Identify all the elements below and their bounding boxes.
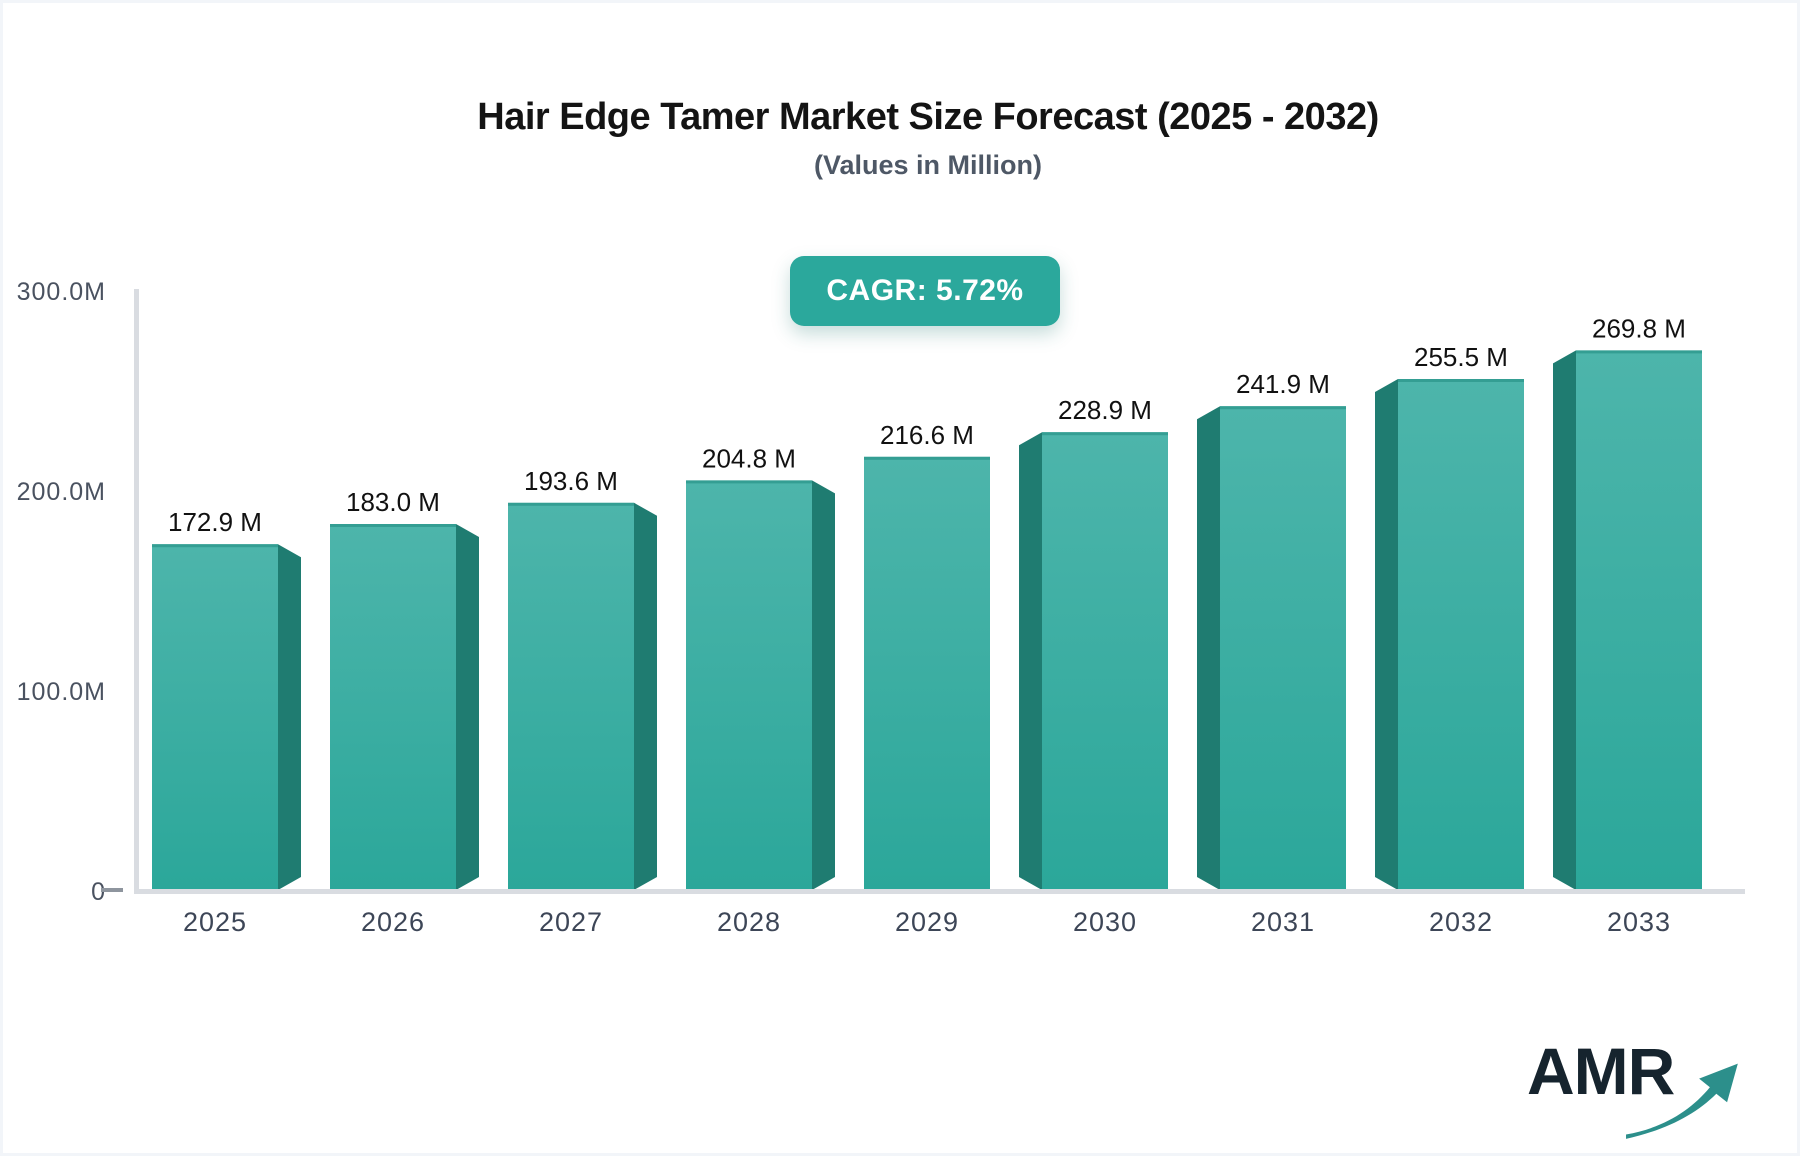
x-tick-label-2028: 2028 — [717, 907, 781, 937]
bar-group-2025: 172.9 M 2025 — [152, 507, 301, 937]
bar-top-edge — [686, 480, 812, 484]
bar-group-2030: 228.9 M 2030 — [1019, 395, 1168, 937]
bar-group-2027: 193.6 M 2027 — [508, 466, 657, 937]
chart-title: Hair Edge Tamer Market Size Forecast (20… — [477, 96, 1379, 138]
bar-value-label-2027: 193.6 M — [524, 466, 618, 496]
bar-chart: 300.0M 200.0M 100.0M 0 172.9 M 2025 183.0 M 202… — [17, 278, 1745, 937]
x-tick-label-2032: 2032 — [1429, 907, 1493, 937]
y-tick-label-100: 100.0M — [17, 678, 106, 706]
bar-value-label-2030: 228.9 M — [1058, 395, 1152, 425]
bar-2025[interactable] — [152, 544, 278, 890]
bar-side-face — [1197, 406, 1220, 890]
bar-group-2033: 269.8 M 2033 — [1553, 313, 1702, 937]
cagr-badge-label: CAGR: 5.72% — [826, 274, 1024, 307]
y-tick-label-200: 200.0M — [17, 478, 106, 506]
bar-top-edge — [330, 524, 456, 527]
x-tick-label-2029: 2029 — [895, 907, 959, 937]
bar-2028[interactable] — [686, 480, 812, 890]
bar-2029[interactable] — [864, 456, 990, 890]
bar-side-face — [634, 502, 657, 890]
bar-group-2029: 216.6 M 2029 — [864, 420, 990, 937]
bar-group-2032: 255.5 M 2032 — [1375, 342, 1524, 937]
cagr-badge: CAGR: 5.72% — [790, 256, 1060, 326]
bar-top-edge — [508, 502, 634, 506]
bar-2027[interactable] — [508, 502, 634, 890]
bar-top-edge — [1398, 379, 1524, 382]
bar-side-face — [1375, 379, 1398, 890]
bar-value-label-2028: 204.8 M — [702, 443, 796, 473]
x-tick-label-2027: 2027 — [539, 907, 603, 937]
bar-top-edge — [152, 544, 278, 548]
bar-group-2026: 183.0 M 2026 — [330, 487, 479, 937]
bar-top-edge — [1220, 406, 1346, 410]
bar-top-edge — [864, 456, 990, 460]
amr-logo-text: AMR — [1527, 1034, 1675, 1108]
amr-logo: AMR — [1527, 1033, 1747, 1143]
bar-top-edge — [1042, 432, 1168, 436]
bar-side-face — [1553, 350, 1576, 890]
x-tick-label-2031: 2031 — [1251, 907, 1315, 937]
bar-top-edge — [1576, 350, 1702, 354]
bar-2031[interactable] — [1220, 406, 1346, 890]
zero-tick-dash — [101, 888, 123, 892]
bar-value-label-2026: 183.0 M — [346, 487, 440, 517]
bar-side-face — [812, 480, 835, 890]
x-tick-label-2025: 2025 — [183, 907, 247, 937]
bar-value-label-2029: 216.6 M — [880, 420, 974, 450]
bar-group-2031: 241.9 M 2031 — [1197, 369, 1346, 937]
y-tick-label-0: 0 — [91, 878, 106, 906]
bar-value-label-2032: 255.5 M — [1414, 342, 1508, 372]
bar-2032[interactable] — [1398, 379, 1524, 890]
x-tick-label-2026: 2026 — [361, 907, 425, 937]
bar-side-face — [1019, 432, 1042, 890]
y-axis-line — [134, 289, 139, 894]
y-tick-label-300: 300.0M — [17, 278, 106, 306]
x-tick-label-2033: 2033 — [1607, 907, 1671, 937]
chart-subtitle: (Values in Million) — [813, 150, 1043, 180]
bar-side-face — [456, 524, 479, 890]
bar-value-label-2031: 241.9 M — [1236, 369, 1330, 399]
bar-group-2028: 204.8 M 2028 — [686, 443, 835, 937]
bar-2026[interactable] — [330, 524, 456, 890]
bar-side-face — [278, 544, 301, 890]
x-tick-label-2030: 2030 — [1073, 907, 1137, 937]
bar-2033[interactable] — [1576, 350, 1702, 890]
bar-value-label-2025: 172.9 M — [168, 507, 262, 537]
trend-up-arrow-icon — [1626, 1063, 1738, 1139]
bar-value-label-2033: 269.8 M — [1592, 313, 1686, 343]
x-axis-line — [134, 889, 1745, 894]
bar-2030[interactable] — [1042, 432, 1168, 890]
